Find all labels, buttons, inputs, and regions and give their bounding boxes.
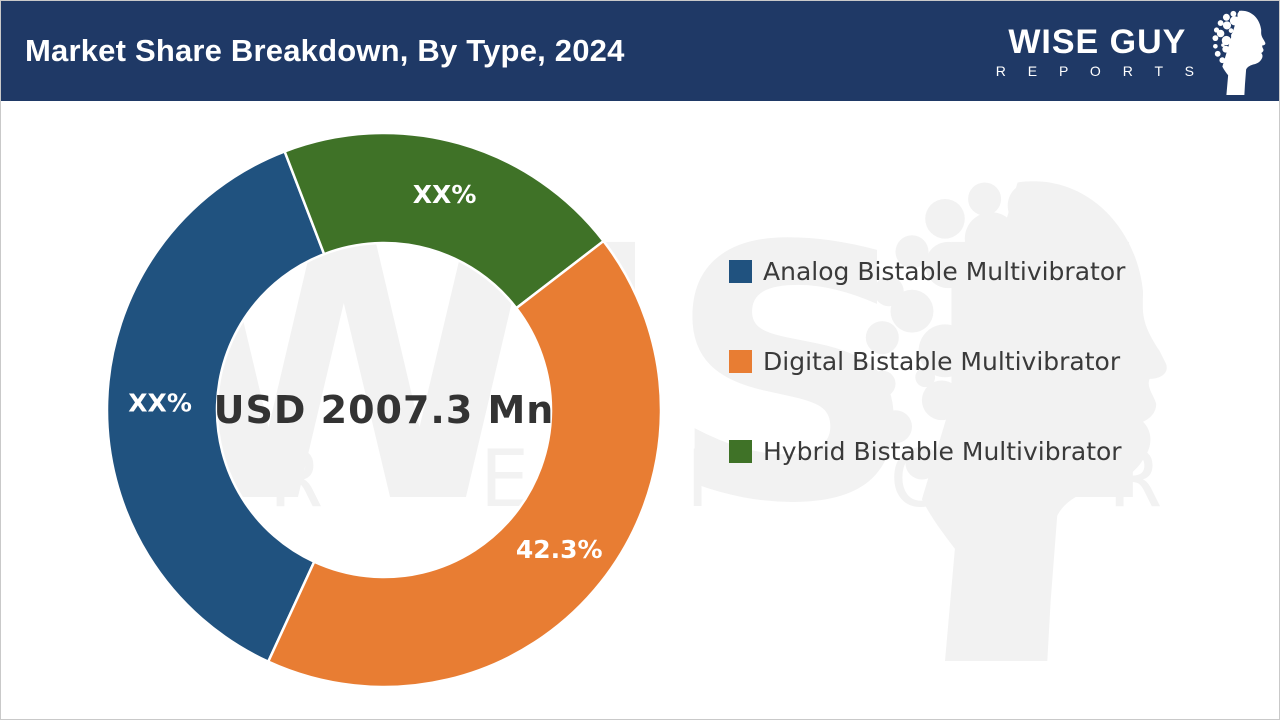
legend-label: Analog Bistable Multivibrator bbox=[763, 256, 1126, 286]
legend-label: Hybrid Bistable Multivibrator bbox=[763, 436, 1122, 466]
donut-segment-analog-bistable-multivibrator bbox=[105, 150, 326, 663]
donut-segment-digital-bistable-multivibrator bbox=[267, 239, 663, 689]
logo-wise-guy-label: WISE GUY bbox=[1008, 22, 1187, 61]
logo-face-icon bbox=[1209, 8, 1267, 95]
legend-item-hybrid-bistable-multivibrator: Hybrid Bistable Multivibrator bbox=[729, 433, 1125, 469]
logo-reports-label: R E P O R T S bbox=[995, 62, 1203, 79]
logo-text: WISE GUY R E P O R T S bbox=[992, 25, 1203, 78]
donut-center-value: USD 2007.3 Mn bbox=[213, 388, 555, 432]
legend-swatch-icon bbox=[729, 259, 752, 283]
segment-value-label: XX% bbox=[413, 180, 477, 209]
segment-value-label: XX% bbox=[128, 388, 192, 417]
legend-item-analog-bistable-multivibrator: Analog Bistable Multivibrator bbox=[729, 253, 1125, 289]
donut-segment-hybrid-bistable-multivibrator bbox=[283, 131, 605, 310]
legend-label: Digital Bistable Multivibrator bbox=[763, 346, 1121, 376]
header-bar: Market Share Breakdown, By Type, 2024 WI… bbox=[1, 1, 1279, 101]
chart-legend: Analog Bistable Multivibrator Digital Bis… bbox=[729, 253, 1125, 469]
segment-value-label: 42.3% bbox=[516, 535, 603, 564]
page-title: Market Share Breakdown, By Type, 2024 bbox=[25, 33, 625, 68]
legend-swatch-icon bbox=[729, 439, 752, 463]
legend-swatch-icon bbox=[729, 349, 752, 373]
wise-guy-logo: WISE GUY R E P O R T S bbox=[992, 8, 1267, 95]
legend-item-digital-bistable-multivibrator: Digital Bistable Multivibrator bbox=[729, 343, 1125, 379]
